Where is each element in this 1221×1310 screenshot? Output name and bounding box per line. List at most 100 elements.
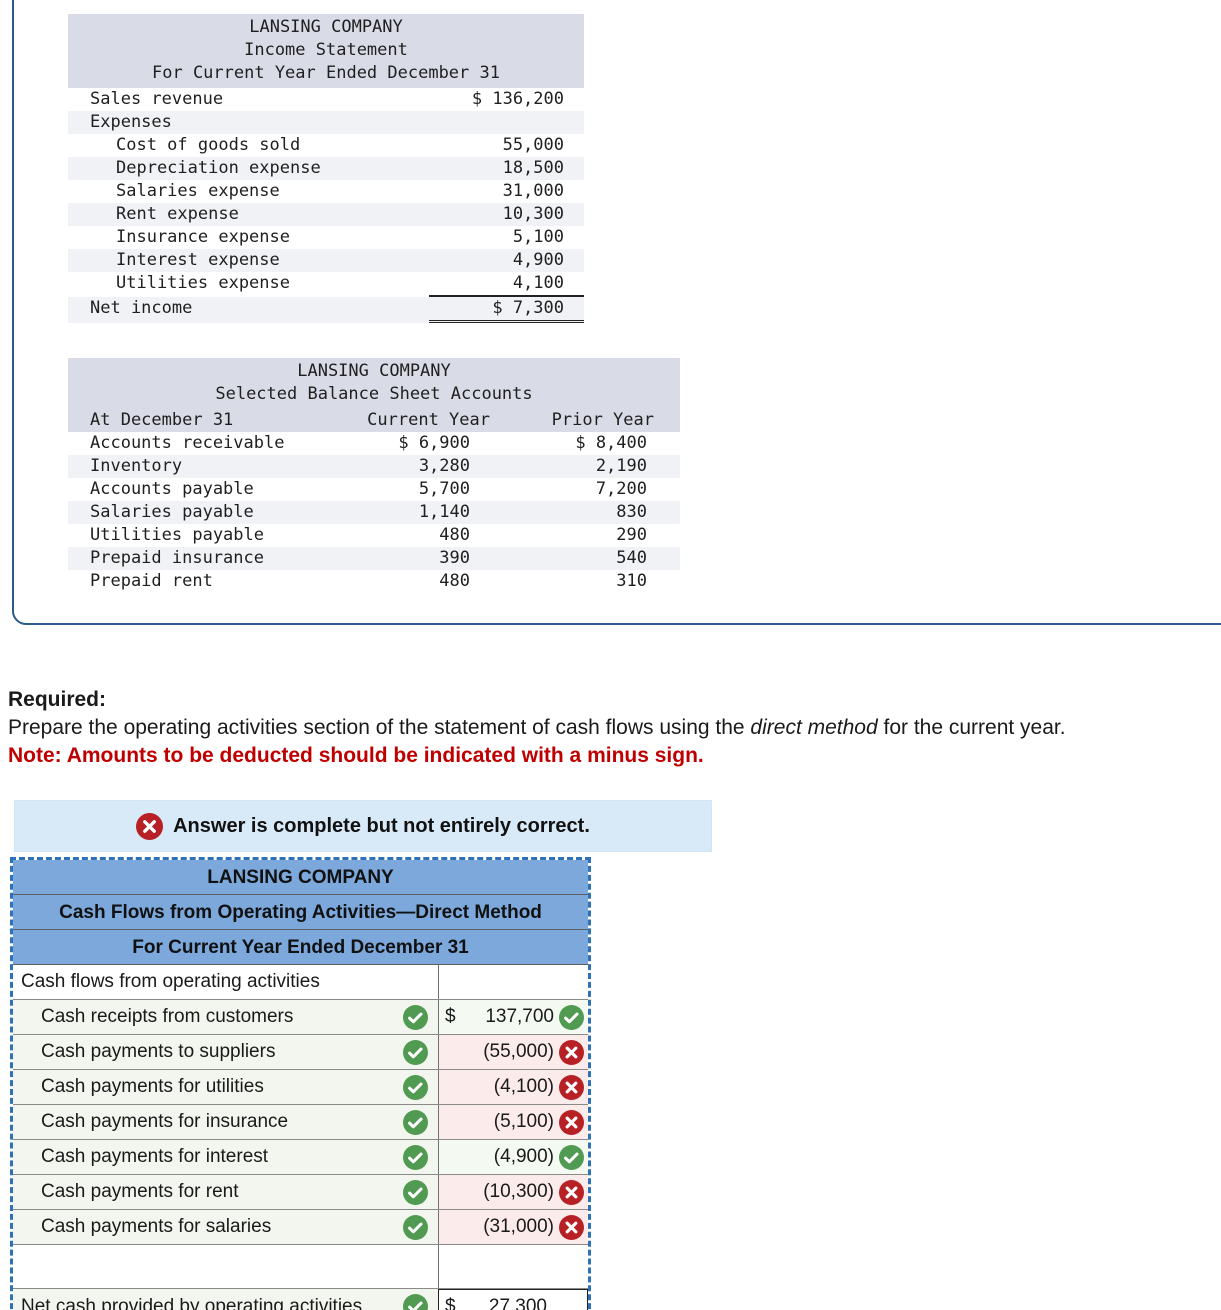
required-text-suffix: for the current year.: [877, 716, 1066, 739]
answer-header-title: Cash Flows from Operating Activities—Dir…: [13, 895, 588, 930]
answer-value-cell[interactable]: (4,900): [438, 1140, 588, 1174]
income-row-cogs: Cost of goods sold 55,000: [68, 134, 584, 157]
income-row-amount: 5,100: [512, 227, 564, 247]
balance-row-prior: 7,200: [595, 479, 647, 499]
balance-row-prepaid-insurance: Prepaid insurance 390 540: [68, 547, 680, 570]
income-row-net-income: Net income $ 7,300: [68, 297, 584, 323]
balance-row-label: Accounts receivable: [90, 433, 285, 453]
answer-row-cash-payments-suppliers: Cash payments to suppliers (55,000): [13, 1035, 588, 1070]
answer-row-section-heading: Cash flows from operating activities: [13, 965, 588, 1000]
x-circle-icon: [559, 1179, 584, 1205]
answer-value-cell[interactable]: (55,000): [438, 1035, 588, 1069]
answer-row-label: Cash payments for rent: [13, 1175, 438, 1209]
balance-row-inventory: Inventory 3,280 2,190: [68, 455, 680, 478]
answer-row-cash-payments-rent: Cash payments for rent (10,300): [13, 1175, 588, 1210]
answer-row-label: Cash payments for interest: [13, 1140, 438, 1174]
income-row-interest: Interest expense 4,900: [68, 249, 584, 272]
column-header-prior-year: Prior Year: [551, 410, 654, 430]
check-circle-icon: [403, 1179, 428, 1205]
answer-value-cell[interactable]: (5,100): [438, 1105, 588, 1139]
check-circle-icon: [403, 1294, 428, 1310]
income-row-label: Utilities expense: [116, 273, 290, 293]
check-circle-icon: [403, 1214, 428, 1240]
answer-row-cash-payments-interest: Cash payments for interest (4,900): [13, 1140, 588, 1175]
answer-value-cell[interactable]: (4,100): [438, 1070, 588, 1104]
answer-header-period: For Current Year Ended December 31: [13, 930, 588, 965]
income-row-label: Salaries expense: [116, 181, 280, 201]
balance-row-prior: 290: [616, 525, 647, 545]
answer-row-empty: [13, 1245, 588, 1289]
balance-sheet-column-headers: At December 31 Current Year Prior Year: [68, 409, 680, 432]
answer-label-text: Cash payments for rent: [41, 1181, 239, 1202]
answer-label-text: Cash receipts from customers: [41, 1006, 294, 1027]
x-circle-icon: [559, 1074, 584, 1100]
answer-value-text: 137,700: [485, 1006, 554, 1027]
income-row-amount: 4,100: [429, 272, 584, 297]
required-heading: Required:: [8, 688, 107, 711]
answer-value-cell[interactable]: (10,300): [438, 1175, 588, 1209]
balance-row-label: Prepaid rent: [90, 571, 213, 591]
income-row-amount: $ 136,200: [471, 89, 564, 109]
income-row-amount: [429, 111, 584, 134]
income-statement-table: LANSING COMPANY Income Statement For Cur…: [68, 14, 584, 323]
income-row-salaries: Salaries expense 31,000: [68, 180, 584, 203]
answer-label-text: Cash payments for interest: [41, 1146, 269, 1167]
answer-row-label: Cash flows from operating activities: [13, 965, 438, 999]
answer-value-cell[interactable]: $ 137,700: [438, 1000, 588, 1034]
answer-row-label: Cash payments to suppliers: [13, 1035, 438, 1069]
answer-value-text: (4,100): [493, 1076, 554, 1097]
answer-row-cash-payments-insurance: Cash payments for insurance (5,100): [13, 1105, 588, 1140]
balance-row-salaries-payable: Salaries payable 1,140 830: [68, 501, 680, 524]
answer-value-text: (31,000): [483, 1216, 554, 1237]
answer-value-text: (55,000): [483, 1041, 554, 1062]
balance-row-label: Accounts payable: [90, 479, 254, 499]
income-row-amount: 18,500: [502, 158, 564, 178]
income-row-amount: 31,000: [502, 181, 564, 201]
answer-row-label: [13, 1245, 438, 1288]
answer-row-net-cash-provided: Net cash provided by operating activitie…: [13, 1289, 588, 1310]
x-circle-icon: [136, 812, 164, 840]
answer-value-cell[interactable]: [438, 1245, 588, 1288]
answer-row-cash-payments-utilities: Cash payments for utilities (4,100): [13, 1070, 588, 1105]
balance-row-utilities-payable: Utilities payable 480 290: [68, 524, 680, 547]
income-row-depreciation: Depreciation expense 18,500: [68, 157, 584, 180]
balance-row-accounts-receivable: Accounts receivable $ 6,900 $ 8,400: [68, 432, 680, 455]
answer-label-text: Cash payments for insurance: [41, 1111, 289, 1132]
answer-row-label: Net cash provided by operating activitie…: [13, 1289, 438, 1310]
income-row-label: Net income: [90, 298, 193, 318]
income-row-sales: Sales revenue $ 136,200: [68, 88, 584, 111]
answer-value-text: (5,100): [493, 1111, 554, 1132]
income-row-label: Insurance expense: [116, 227, 290, 247]
income-row-label: Sales revenue: [90, 89, 224, 109]
answer-row-cash-payments-salaries: Cash payments for salaries (31,000): [13, 1210, 588, 1245]
income-row-insurance: Insurance expense 5,100: [68, 226, 584, 249]
balance-row-current: 390: [439, 548, 470, 568]
income-row-label: Depreciation expense: [116, 158, 321, 178]
balance-row-current: 3,280: [418, 456, 470, 476]
balance-row-label: Utilities payable: [90, 525, 264, 545]
answer-value-cell[interactable]: [438, 965, 588, 999]
answer-label-text: Cash payments for utilities: [41, 1076, 264, 1097]
balance-row-current: $ 6,900: [398, 433, 470, 453]
income-row-amount: 4,900: [512, 250, 564, 270]
answer-label-text: Cash payments to suppliers: [41, 1041, 276, 1062]
answer-value-cell[interactable]: $ 27,300: [438, 1289, 588, 1310]
answer-value-cell[interactable]: (31,000): [438, 1210, 588, 1244]
balance-row-label: Inventory: [90, 456, 183, 476]
x-circle-icon: [559, 1214, 584, 1240]
income-row-amount: 10,300: [502, 204, 564, 224]
balance-row-prior: 2,190: [595, 456, 647, 476]
balance-company-name: LANSING COMPANY: [297, 361, 451, 381]
income-row-rent: Rent expense 10,300: [68, 203, 584, 226]
answer-label-text: Cash payments for salaries: [41, 1216, 272, 1237]
required-instructions: Prepare the operating activities section…: [8, 714, 1216, 742]
balance-row-label: Salaries payable: [90, 502, 254, 522]
check-circle-icon: [403, 1004, 428, 1030]
x-circle-icon: [559, 1039, 584, 1065]
answer-row-label: Cash payments for utilities: [13, 1070, 438, 1104]
balance-row-current: 480: [439, 525, 470, 545]
required-section: Required: Prepare the operating activiti…: [8, 686, 1216, 770]
cash-flow-answer-table: LANSING COMPANY Cash Flows from Operatin…: [10, 857, 591, 1310]
income-row-amount: $ 7,300: [429, 297, 584, 323]
balance-sheet-table: LANSING COMPANY Selected Balance Sheet A…: [68, 358, 680, 593]
